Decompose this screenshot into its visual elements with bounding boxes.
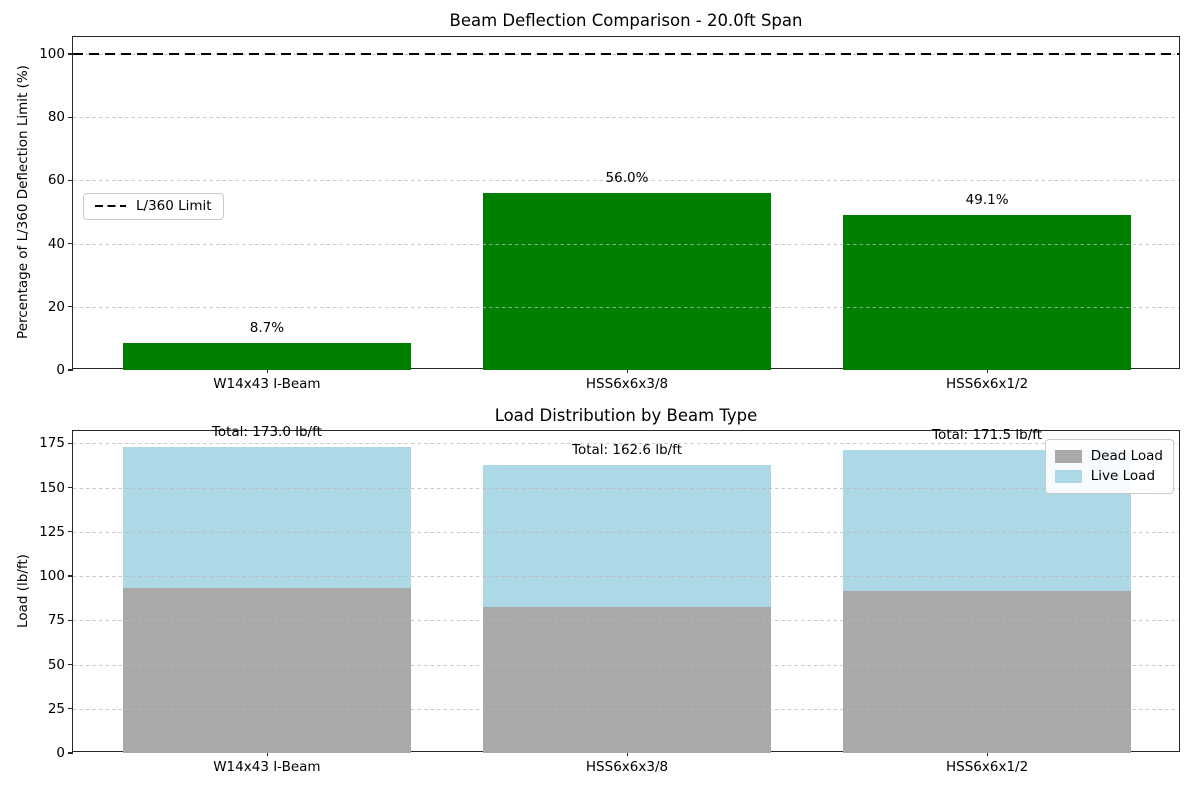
l360-limit-legend: L/360 Limit bbox=[83, 193, 224, 220]
gridline bbox=[73, 708, 1179, 710]
y-tick-label: 0 bbox=[56, 745, 65, 761]
x-tick-mark bbox=[627, 368, 629, 373]
y-tick-mark bbox=[68, 708, 73, 710]
live-load-swatch-icon bbox=[1054, 469, 1082, 483]
x-tick-mark bbox=[627, 751, 629, 756]
y-tick-label: 0 bbox=[56, 362, 65, 378]
dead-load-swatch-icon bbox=[1054, 449, 1082, 463]
load-plot-area: Dead Load Live Load Total: 173.0 lb/ft W1… bbox=[39, 424, 1180, 775]
gridline bbox=[73, 306, 1179, 308]
legend-label: Dead Load bbox=[1090, 448, 1163, 464]
y-tick-mark bbox=[68, 179, 73, 182]
deflection-plot-area: L/360 Limit 8.7% W14x43 I-Beam 56.0% HSS6x6… bbox=[39, 36, 1180, 392]
gridline bbox=[73, 443, 1179, 445]
deflection-y-axis-label: Percentage of L/360 Deflection Limit (%) bbox=[15, 65, 31, 339]
gridline bbox=[73, 243, 1179, 245]
y-tick-label: 150 bbox=[39, 479, 65, 496]
y-tick-mark bbox=[68, 619, 73, 621]
y-tick-mark bbox=[68, 116, 73, 118]
load-chart-title: Load Distribution by Beam Type bbox=[494, 406, 758, 425]
gridline bbox=[73, 576, 1179, 578]
y-tick-mark bbox=[68, 531, 73, 533]
total-label: Total: 173.0 lb/ft bbox=[211, 423, 322, 440]
x-tick-label: W14x43 I-Beam bbox=[213, 759, 321, 775]
x-tick-label: HSS6x6x1/2 bbox=[946, 759, 1029, 775]
l360-limit-line bbox=[73, 53, 1179, 56]
x-tick-mark bbox=[987, 368, 989, 373]
y-tick-label: 100 bbox=[39, 568, 65, 585]
deflection-bar bbox=[482, 193, 772, 370]
y-tick-mark bbox=[68, 442, 73, 444]
bar-value-label: 56.0% bbox=[605, 170, 649, 187]
y-tick-mark bbox=[68, 369, 73, 371]
y-tick-label: 50 bbox=[47, 656, 65, 673]
gridline bbox=[73, 117, 1179, 119]
y-tick-label: 25 bbox=[47, 700, 65, 717]
bar-value-label: 8.7% bbox=[249, 319, 285, 336]
dead-load-bar-segment bbox=[482, 606, 772, 753]
x-tick-mark bbox=[266, 751, 269, 756]
y-tick-mark bbox=[68, 53, 73, 55]
x-tick-label: HSS6x6x3/8 bbox=[585, 376, 669, 392]
y-tick-label: 75 bbox=[47, 612, 65, 629]
deflection-bar bbox=[843, 214, 1132, 370]
deflection-bar bbox=[122, 342, 411, 370]
legend-label: L/360 Limit bbox=[136, 198, 212, 214]
x-tick-label: W14x43 I-Beam bbox=[213, 376, 321, 392]
gridline bbox=[73, 531, 1179, 533]
dead-load-bar-segment bbox=[122, 588, 411, 753]
x-tick-mark bbox=[266, 368, 269, 373]
live-load-bar-segment bbox=[122, 446, 411, 589]
y-tick-mark bbox=[68, 752, 73, 754]
y-tick-mark bbox=[68, 487, 73, 489]
y-tick-label: 40 bbox=[47, 235, 65, 252]
x-tick-mark bbox=[987, 751, 989, 756]
y-tick-label: 20 bbox=[47, 298, 65, 315]
gridline bbox=[73, 180, 1179, 182]
y-tick-label: 60 bbox=[47, 172, 65, 189]
dashed-line-sample-icon bbox=[95, 205, 126, 207]
gridline bbox=[73, 487, 1179, 489]
deflection-chart-title: Beam Deflection Comparison - 20.0ft Span bbox=[449, 11, 803, 30]
legend-label: Live Load bbox=[1090, 468, 1156, 484]
gridline bbox=[73, 664, 1179, 666]
legend-row-dead-load: Dead Load bbox=[1054, 446, 1163, 466]
bar-value-label: 49.1% bbox=[965, 191, 1009, 208]
gridline bbox=[73, 620, 1179, 622]
y-tick-label: 175 bbox=[39, 435, 65, 452]
legend-row-live-load: Live Load bbox=[1054, 466, 1163, 486]
y-tick-mark bbox=[68, 575, 73, 577]
total-label: Total: 171.5 lb/ft bbox=[932, 426, 1043, 443]
dead-load-bar-segment bbox=[843, 591, 1132, 753]
x-tick-label: HSS6x6x1/2 bbox=[946, 376, 1029, 392]
load-legend: Dead Load Live Load bbox=[1044, 439, 1174, 494]
y-tick-mark bbox=[68, 306, 73, 308]
y-tick-label: 80 bbox=[47, 109, 65, 126]
total-label: Total: 162.6 lb/ft bbox=[572, 442, 682, 459]
load-y-axis-label: Load (lb/ft) bbox=[15, 554, 31, 628]
y-tick-mark bbox=[68, 243, 73, 245]
y-tick-label: 125 bbox=[39, 523, 65, 540]
y-tick-mark bbox=[68, 663, 73, 666]
live-load-bar-segment bbox=[482, 465, 772, 607]
y-tick-label: 100 bbox=[39, 46, 65, 63]
x-tick-label: HSS6x6x3/8 bbox=[585, 759, 669, 775]
